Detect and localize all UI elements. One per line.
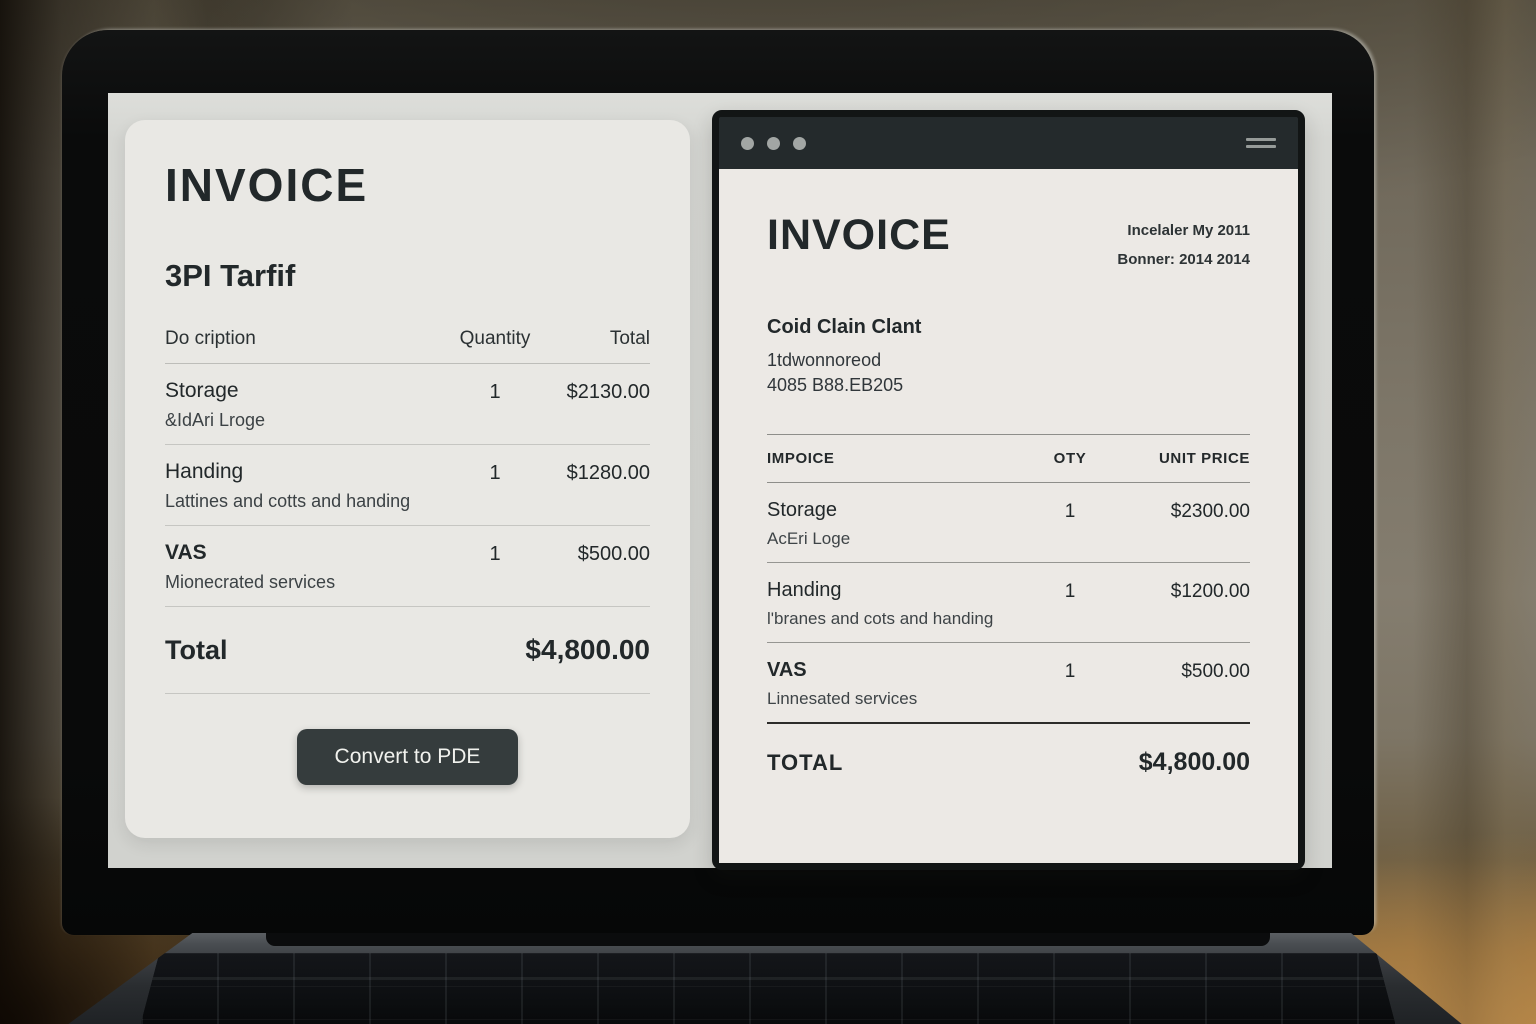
item-amount: $500.00	[1181, 661, 1250, 683]
laptop-lid: INVOICE 3PI Tarfif Do cription Quantity …	[62, 30, 1374, 935]
column-unit-price: UNIT PRICE	[1158, 450, 1250, 468]
item-description: AcEri Loge	[767, 529, 851, 549]
laptop-keyboard	[140, 953, 1396, 1024]
item-name: Storage	[767, 499, 838, 522]
invoice-meta-line2: Bonner: 2014 2014	[1117, 250, 1250, 268]
item-description: &IdAri Lroge	[165, 410, 266, 430]
column-total: Total	[609, 328, 650, 349]
item-quantity: 1	[1064, 501, 1076, 523]
laptop-base	[68, 933, 1462, 1024]
line-item-row: Handing l'branes and cots and handing 1 …	[767, 563, 1250, 644]
item-amount: $500.00	[577, 543, 650, 565]
line-item-row: Storage &IdAri Lroge 1 $2130.00	[165, 364, 650, 445]
client-address-line2: 4085 B88.EB205	[767, 375, 904, 396]
window-control-dots[interactable]	[741, 136, 806, 150]
invoice-subtitle: 3PI Tarfif	[165, 258, 296, 293]
item-quantity: 1	[1064, 661, 1076, 683]
item-amount: $1200.00	[1170, 581, 1250, 603]
client-block: Coid Clain Clant 1tdwonnoreod 4085 B88.E…	[767, 316, 1250, 398]
total-row: Total $4,800.00	[165, 607, 650, 694]
laptop-screen: INVOICE 3PI Tarfif Do cription Quantity …	[108, 93, 1332, 870]
line-item-row: Storage AcEri Loge 1 $2300.00	[767, 483, 1250, 564]
total-label: TOTAL	[767, 749, 844, 775]
line-items-header: Do cription Quantity Total	[165, 328, 650, 364]
item-name: VAS	[165, 541, 207, 564]
total-label: Total	[165, 634, 228, 665]
invoice-preview-window: INVOICE Incelaler My 2011 Bonner: 2014 2…	[712, 110, 1305, 870]
item-quantity: 1	[1064, 581, 1076, 603]
invoice-table: IMPOICE OTY UNIT PRICE Storage AcEri Log…	[767, 434, 1250, 801]
item-description: l'branes and cots and handing	[767, 609, 994, 629]
total-value: $4,800.00	[1138, 748, 1250, 777]
window-dot-icon[interactable]	[793, 136, 806, 150]
line-item-row: VAS Mionecrated services 1 $500.00	[165, 526, 650, 607]
window-titlebar	[719, 117, 1298, 169]
total-value: $4,800.00	[525, 634, 650, 665]
item-amount: $1280.00	[566, 462, 650, 484]
invoice-title: INVOICE	[165, 159, 369, 211]
item-quantity: 1	[489, 381, 501, 403]
column-description: Do cription	[165, 328, 256, 349]
window-dot-icon[interactable]	[741, 136, 754, 150]
item-quantity: 1	[489, 462, 501, 484]
client-name: Coid Clain Clant	[767, 316, 922, 338]
item-amount: $2300.00	[1170, 501, 1250, 523]
item-amount: $2130.00	[566, 381, 650, 403]
total-row: TOTAL $4,800.00	[767, 724, 1250, 801]
invoice-table-header: IMPOICE OTY UNIT PRICE	[767, 434, 1250, 484]
invoice-title: INVOICE	[767, 211, 951, 259]
invoice-meta-line1: Incelaler My 2011	[1127, 222, 1250, 239]
line-item-row: Handing Lattines and cotts and handing 1…	[165, 445, 650, 526]
item-description: Mionecrated services	[165, 572, 336, 592]
column-description: IMPOICE	[767, 450, 835, 468]
convert-to-pdf-button[interactable]: Convert to PDE	[296, 729, 519, 785]
invoice-document: INVOICE Incelaler My 2011 Bonner: 2014 2…	[719, 169, 1298, 863]
hamburger-menu-icon[interactable]	[1246, 134, 1276, 152]
item-name: VAS	[767, 659, 807, 682]
item-name: Handing	[165, 460, 244, 483]
invoice-editor-panel: INVOICE 3PI Tarfif Do cription Quantity …	[125, 120, 690, 838]
column-quantity: Quantity	[459, 328, 531, 349]
laptop-hinge	[266, 933, 1270, 946]
item-quantity: 1	[489, 543, 501, 565]
invoice-meta: Incelaler My 2011 Bonner: 2014 2014	[1117, 211, 1250, 274]
column-qty: OTY	[1053, 450, 1087, 468]
window-dot-icon[interactable]	[767, 136, 780, 150]
item-name: Handing	[767, 579, 842, 602]
client-address-line1: 1tdwonnoreod	[767, 350, 882, 370]
line-item-row: VAS Linnesated services 1 $500.00	[767, 643, 1250, 725]
item-name: Storage	[165, 379, 239, 402]
item-description: Linnesated services	[767, 689, 918, 709]
item-description: Lattines and cotts and handing	[165, 491, 411, 511]
